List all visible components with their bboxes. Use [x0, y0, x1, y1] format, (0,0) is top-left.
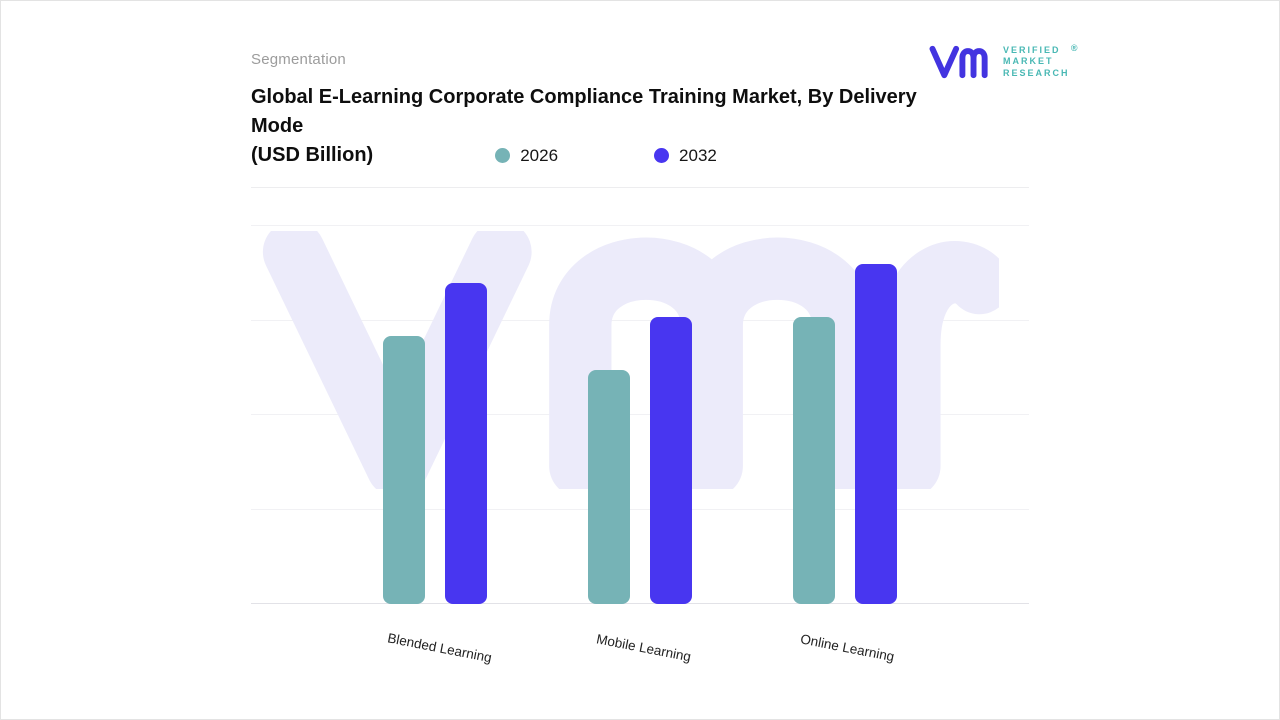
legend-label-2026: 2026: [520, 145, 559, 165]
gridline: [251, 508, 1029, 510]
subtitle-row: (USD Billion) 2026 2032: [251, 144, 963, 167]
bar-group-blended-learning: [383, 226, 487, 604]
bar-blended-learning-2026[interactable]: [383, 335, 425, 604]
legend-item-2026[interactable]: 2026: [495, 146, 558, 166]
chart-title: Global E-Learning Corporate Compliance T…: [251, 86, 917, 137]
legend-swatch-2032: [654, 148, 670, 163]
registered-trademark: ®: [1070, 43, 1080, 54]
bar-mobile-learning-2032[interactable]: [650, 316, 692, 604]
x-axis-label-slot: Mobile Learning: [567, 604, 713, 694]
chart-legend: 2026 2032: [495, 146, 717, 166]
logo-line-3: RESEARCH: [1003, 67, 1070, 78]
vmr-logo: VERIFIED MARKET RESEARCH ®: [929, 39, 1080, 85]
legend-swatch-2026: [495, 148, 511, 163]
gridline: [251, 225, 1029, 226]
title-block: Global E-Learning Corporate Compliance T…: [251, 83, 963, 167]
header-divider: [251, 187, 1029, 188]
vmr-monogram-icon: [929, 45, 988, 79]
vmr-logo-text: VERIFIED MARKET RESEARCH ®: [1003, 43, 1080, 79]
x-axis-label-blended-learning: Blended Learning: [386, 630, 494, 666]
x-axis-label-mobile-learning: Mobile Learning: [595, 631, 693, 665]
bar-chart-plot: [251, 225, 1029, 604]
logo-line-1: VERIFIED: [1003, 45, 1061, 56]
bar-groups: [251, 226, 1029, 604]
bar-group-online-learning: [793, 226, 897, 604]
x-axis-label-online-learning: Online Learning: [799, 631, 896, 665]
logo-line-2: MARKET: [1003, 56, 1054, 67]
chart-unit-label: (USD Billion): [251, 144, 374, 166]
bar-online-learning-2032[interactable]: [855, 263, 897, 604]
legend-label-2032: 2032: [679, 145, 717, 165]
x-axis-line: [251, 603, 1029, 604]
bar-mobile-learning-2026[interactable]: [588, 369, 630, 604]
x-axis-label-slot: Online Learning: [771, 604, 917, 694]
x-axis-label-slot: Blended Learning: [363, 604, 509, 694]
bar-online-learning-2026[interactable]: [793, 316, 835, 604]
section-label: Segmentation: [251, 51, 346, 68]
x-axis-labels: Blended Learning Mobile Learning Online Le…: [251, 604, 1029, 694]
legend-item-2032[interactable]: 2032: [654, 146, 717, 166]
bar-blended-learning-2032[interactable]: [445, 282, 487, 604]
bar-group-mobile-learning: [588, 226, 692, 604]
